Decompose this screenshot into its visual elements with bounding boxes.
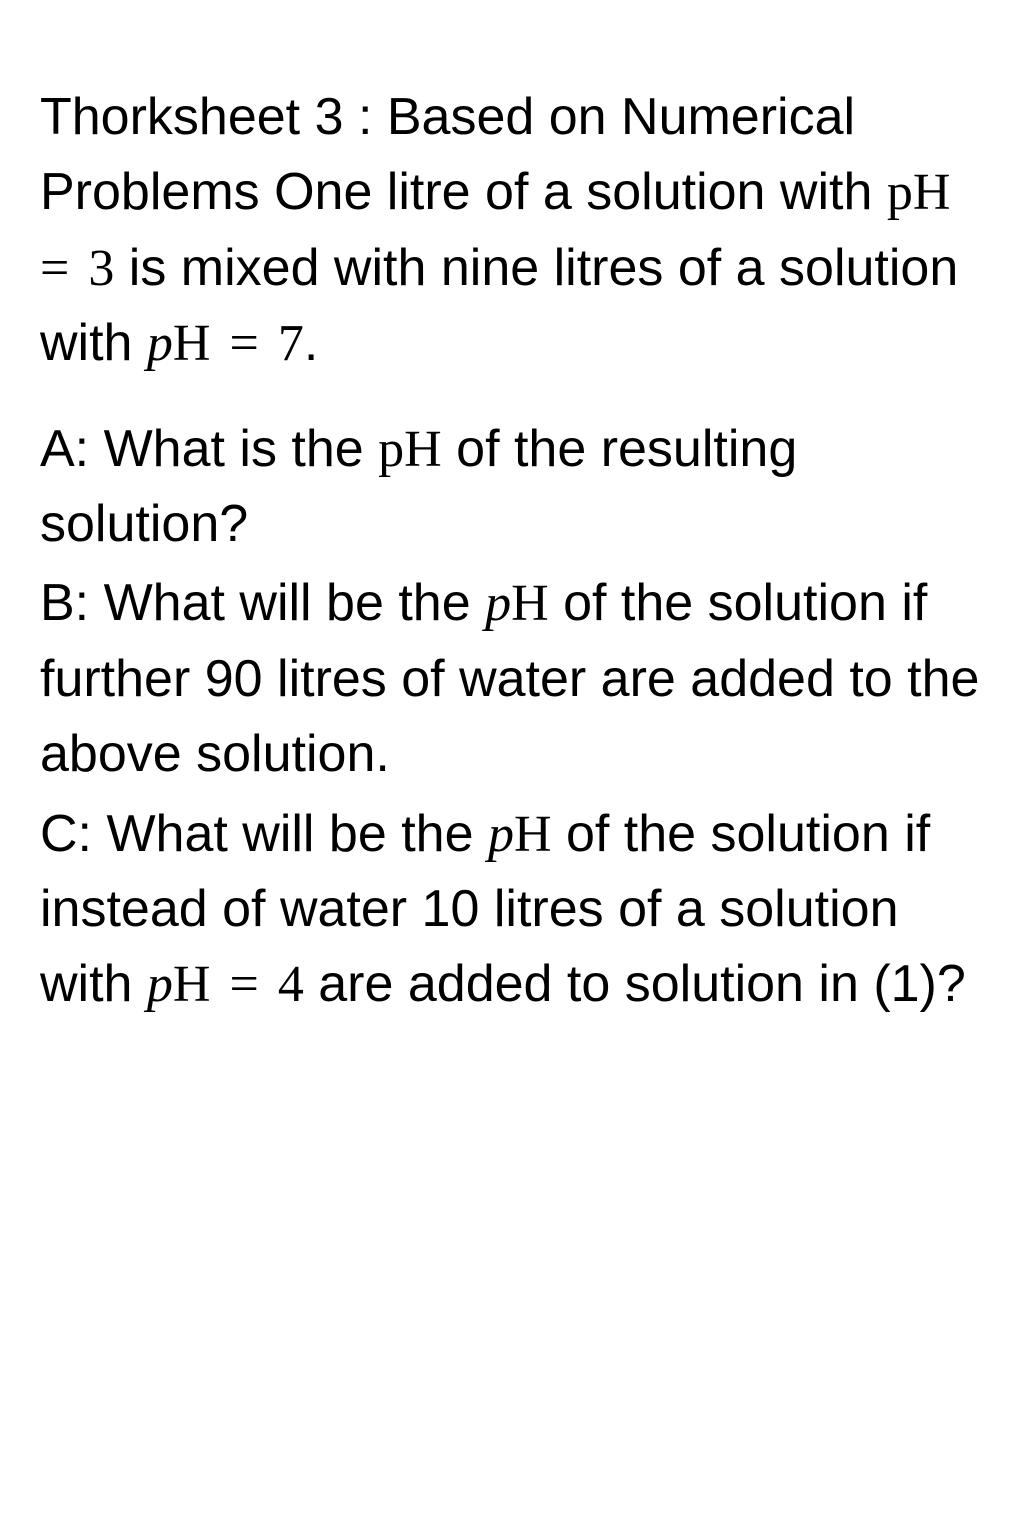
ph-symbol-1: pH <box>887 164 951 221</box>
page-container: Thorksheet 3 : Based on Numerical Proble… <box>0 0 1024 1067</box>
equals-c: = <box>210 956 277 1013</box>
label-a: A: <box>40 420 104 478</box>
value-4: 4 <box>278 956 304 1013</box>
p-var-c1: p <box>488 806 514 863</box>
ph-symbol-a: pH <box>378 421 442 478</box>
h-rm-1: H <box>173 315 211 372</box>
qc-text-1: What will be the <box>106 805 488 863</box>
intro-text-1: Thorksheet 3 : Based on Numerical Proble… <box>40 88 887 221</box>
h-rm-c2: H <box>173 956 211 1013</box>
label-b: B: <box>40 574 104 632</box>
value-3: 3 <box>88 240 114 297</box>
intro-paragraph: Thorksheet 3 : Based on Numerical Proble… <box>40 80 984 382</box>
intro-period: . <box>304 314 318 372</box>
p-var-1: p <box>147 315 173 372</box>
equals-2: = <box>210 315 277 372</box>
h-rm-c1: H <box>514 806 552 863</box>
question-c: C: What will be the pH of the solution i… <box>40 797 984 1023</box>
h-rm-b: H <box>511 575 549 632</box>
qc-text-3: are added to solution in (1)? <box>304 955 966 1013</box>
p-var-b: p <box>485 575 511 632</box>
question-b: B: What will be the pH of the solution i… <box>40 566 984 792</box>
qa-text-1: What is the <box>104 420 379 478</box>
label-c: C: <box>40 805 106 863</box>
question-a: A: What is the pH of the resulting solut… <box>40 412 984 563</box>
p-var-c2: p <box>147 956 173 1013</box>
value-7: 7 <box>278 315 304 372</box>
qb-text-1: What will be the <box>104 574 486 632</box>
